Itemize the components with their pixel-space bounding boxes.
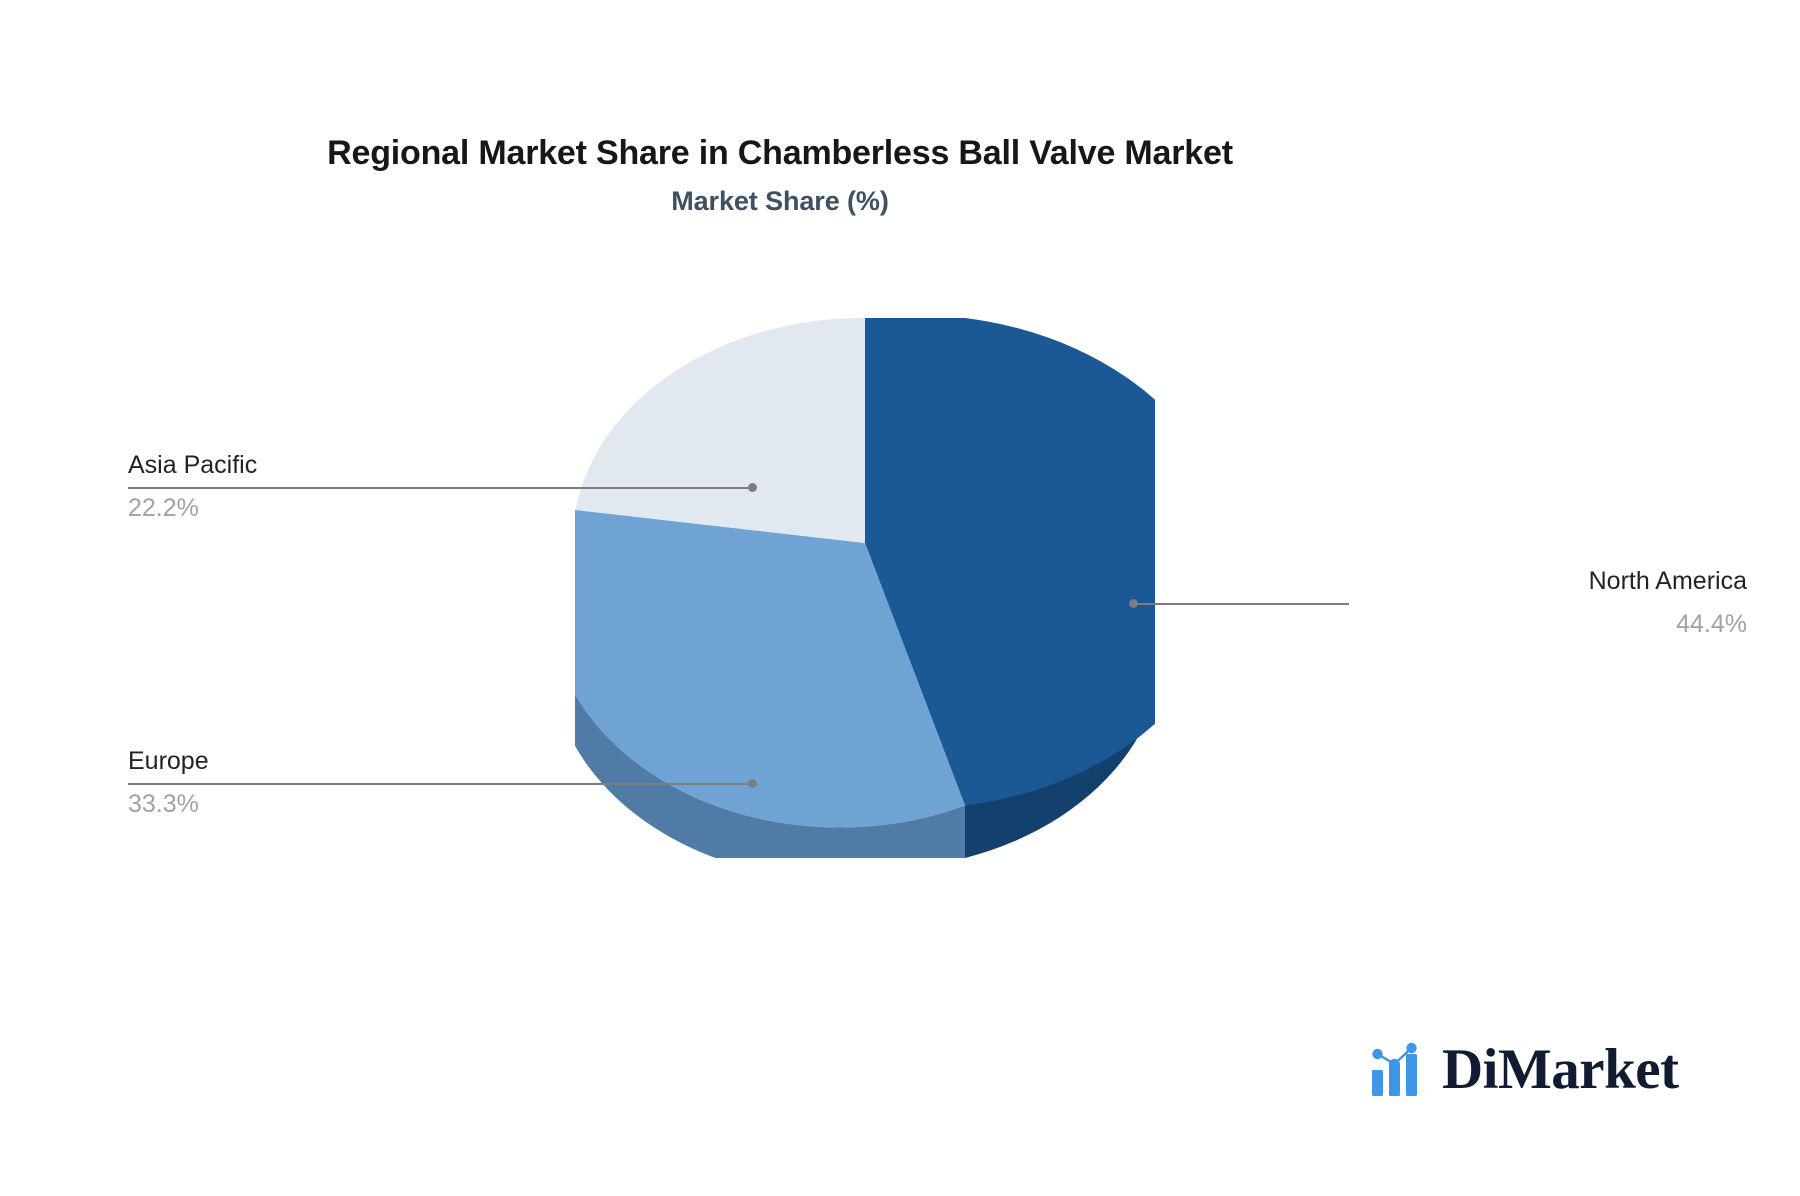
bar-chart-icon — [1372, 1042, 1417, 1096]
callout-asia-pacific-label: Asia Pacific — [128, 451, 258, 479]
pie-chart — [575, 318, 1155, 858]
callout-north-america-label: North America — [1588, 567, 1747, 595]
callout-north-america: North America 44.4% — [1589, 566, 1747, 639]
leader-line-north-america — [1133, 603, 1349, 605]
callout-asia-pacific: Asia Pacific 22.2% — [128, 450, 257, 523]
callout-europe: Europe 33.3% — [128, 746, 209, 819]
leader-line-asia-pacific — [128, 487, 753, 489]
leader-dot-north-america — [1129, 599, 1138, 608]
brand-logo: DiMarket — [1370, 1040, 1679, 1098]
callout-asia-pacific-value: 22.2% — [128, 494, 199, 522]
leader-line-europe — [128, 783, 753, 785]
chart-title: Regional Market Share in Chamberless Bal… — [327, 134, 1233, 172]
pie-slice-europe — [575, 510, 965, 828]
leader-dot-asia-pacific — [748, 483, 757, 492]
pie-side-europe — [575, 510, 965, 858]
brand-name: DiMarket — [1442, 1037, 1679, 1101]
pie-slice-north-america — [865, 318, 1155, 806]
callout-europe-label: Europe — [128, 747, 209, 775]
pie-side-north-america — [965, 535, 1155, 858]
chart-subtitle: Market Share (%) — [671, 186, 889, 216]
callout-europe-value: 33.3% — [128, 790, 199, 818]
leader-dot-europe — [748, 779, 757, 788]
callout-north-america-value: 44.4% — [1676, 610, 1747, 638]
pie-svg — [575, 318, 1155, 858]
pie-slice-asia-pacific — [575, 318, 865, 543]
